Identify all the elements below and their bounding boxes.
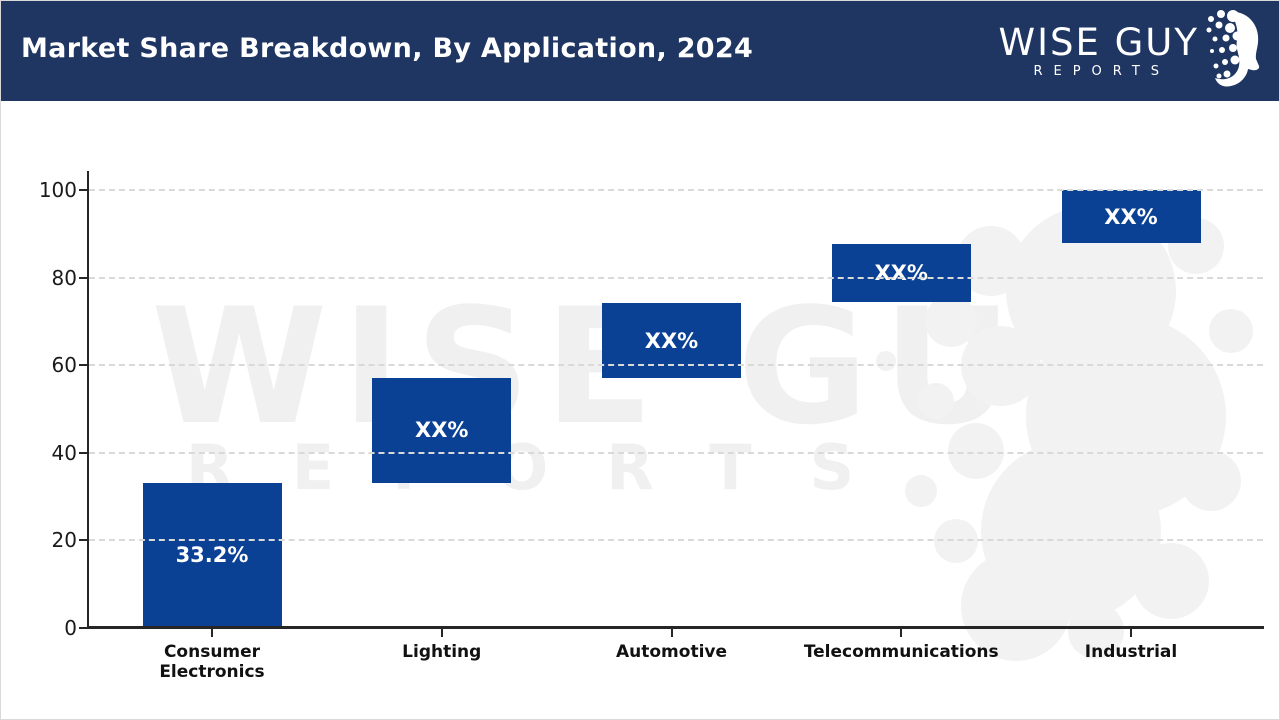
wise-guy-logo: WISE GUY REPORTS	[999, 6, 1263, 96]
header-bar: Market Share Breakdown, By Application, …	[1, 1, 1279, 101]
y-axis-tick	[79, 539, 87, 542]
x-axis-line	[87, 626, 1264, 629]
y-axis-tick	[79, 189, 87, 191]
bar-value-label: 33.2%	[175, 543, 249, 568]
bar-value-label: XX%	[644, 328, 699, 353]
logo-text: WISE GUY REPORTS	[999, 24, 1199, 79]
y-axis-tick-label: 60	[51, 353, 77, 378]
logo-wordmark: WISE GUY	[998, 20, 1199, 64]
x-axis-tick	[1130, 629, 1132, 637]
y-axis-tick-label: 20	[51, 528, 77, 553]
category-label: Industrial	[1084, 642, 1178, 662]
page-title: Market Share Breakdown, By Application, …	[21, 32, 754, 64]
category-label: Telecommunications	[803, 642, 999, 662]
category-label: Lighting	[402, 642, 482, 662]
y-axis-tick	[79, 364, 87, 367]
y-axis-tick	[79, 627, 87, 629]
bar-lighting: XX%	[372, 378, 512, 483]
y-axis-tick-label: 80	[51, 265, 77, 290]
x-axis-tick	[211, 629, 213, 637]
bar-consumer-electronics: 33.2%	[142, 482, 282, 628]
y-axis-tick	[79, 276, 87, 279]
gridline	[89, 451, 1263, 454]
y-axis-tick	[79, 451, 87, 454]
gridline	[89, 189, 1263, 191]
bar-value-label: XX%	[1104, 204, 1158, 229]
y-axis-tick-label: 40	[51, 440, 77, 465]
x-axis-tick	[670, 629, 673, 637]
gridline	[89, 276, 1263, 279]
y-axis-tick-label: 100	[38, 178, 77, 202]
bar-value-label: XX%	[874, 260, 928, 285]
watermark-subtitle: REPORTS	[186, 431, 913, 504]
plot-area: 0 20 40 60 80 100 33.2% Consumer Electronics XX%…	[1, 101, 1279, 719]
category-label: Automotive	[615, 642, 728, 662]
bar-automotive: XX%	[602, 303, 741, 379]
y-axis-line	[87, 171, 89, 629]
logo-face-icon	[1185, 6, 1263, 96]
bar-industrial: XX%	[1061, 190, 1201, 244]
y-axis-tick-label: 0	[64, 616, 77, 640]
gridline	[89, 364, 1263, 367]
logo-subtitle: REPORTS	[1033, 63, 1171, 79]
gridline	[89, 539, 1263, 542]
bar-value-label: XX%	[415, 418, 469, 443]
bar-telecommunications: XX%	[831, 244, 971, 302]
x-axis-tick	[900, 629, 903, 637]
category-label: Consumer Electronics	[159, 642, 265, 683]
x-axis-tick	[440, 629, 443, 637]
